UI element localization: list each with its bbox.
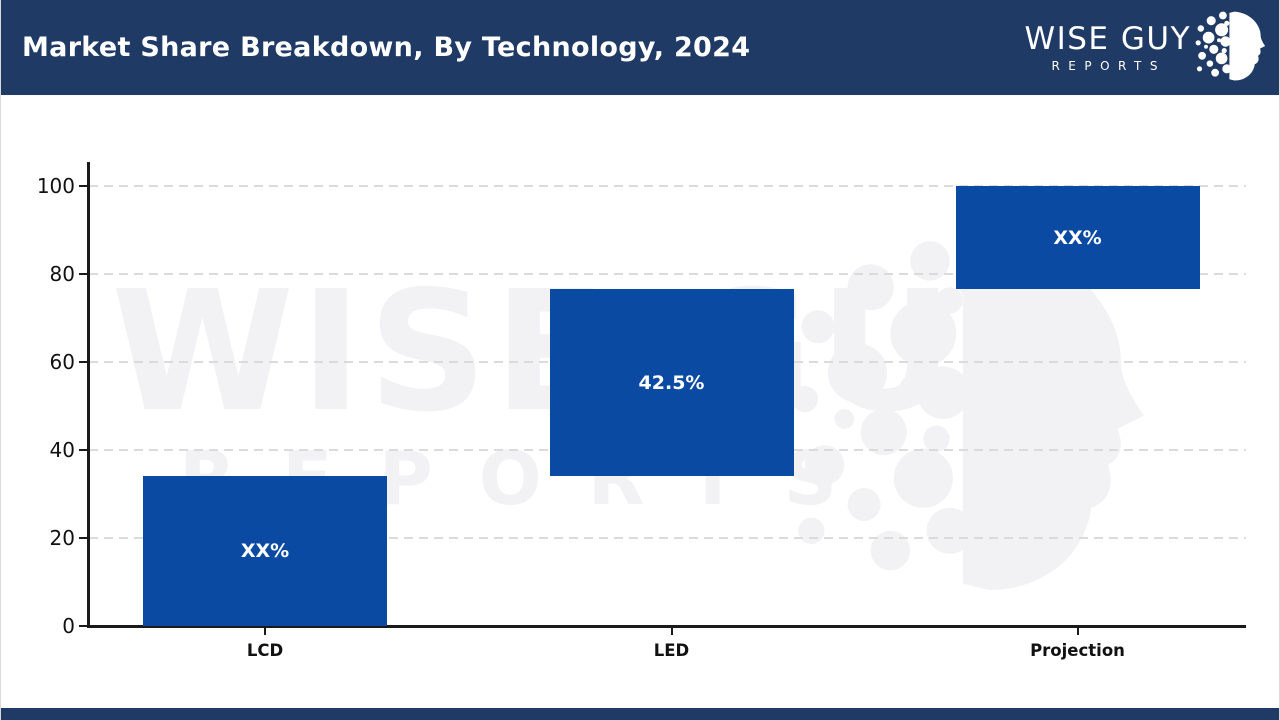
- y-axis-label-80: 80: [49, 262, 75, 286]
- logo-head-icon: [1193, 8, 1271, 88]
- logo-wordmark-block: WISE GUY REPORTS: [1024, 20, 1191, 73]
- bar-led: [549, 289, 794, 477]
- y-axis-tick-0: [79, 625, 87, 627]
- y-axis-tick-80: [79, 273, 87, 275]
- bar-value-label-lcd: XX%: [240, 540, 290, 563]
- x-axis-tick-projection: [1076, 628, 1079, 635]
- header: Market Share Breakdown, By Technology, 2…: [1, 0, 1279, 95]
- y-axis-label-20: 20: [49, 526, 75, 550]
- y-axis-label-60: 60: [49, 350, 75, 374]
- y-axis-tick-40: [79, 449, 87, 451]
- y-axis-tick-60: [79, 361, 87, 363]
- logo-subtitle: REPORTS: [1051, 58, 1166, 73]
- y-axis-label-0: 0: [62, 614, 75, 638]
- bar-lcd: [143, 476, 387, 626]
- chart-title: Market Share Breakdown, By Technology, 2…: [22, 32, 751, 63]
- x-axis-tick-lcd: [264, 628, 266, 635]
- y-axis-tick-100: [79, 185, 87, 187]
- gridline-80: [89, 273, 1246, 275]
- bar-value-label-projection: XX%: [1053, 226, 1102, 249]
- y-axis-label-40: 40: [49, 438, 75, 462]
- y-axis-label-100: 100: [36, 174, 75, 198]
- gridline-20: [89, 537, 1246, 539]
- y-axis-line: [87, 162, 90, 628]
- wise-guy-logo: WISE GUY REPORTS: [1024, 7, 1271, 89]
- logo-wordmark: WISE GUY: [1024, 20, 1191, 57]
- footer-bar: [1, 708, 1279, 720]
- y-axis-tick-20: [79, 537, 87, 539]
- gridline-100: [89, 185, 1246, 187]
- x-axis-label-projection: Projection: [1030, 641, 1125, 660]
- bar-value-label-led: 42.5%: [638, 371, 705, 394]
- x-axis-label-led: LED: [653, 641, 690, 660]
- x-axis-label-lcd: LCD: [246, 641, 284, 660]
- x-axis-tick-led: [670, 628, 673, 635]
- x-axis-line: [87, 625, 1246, 628]
